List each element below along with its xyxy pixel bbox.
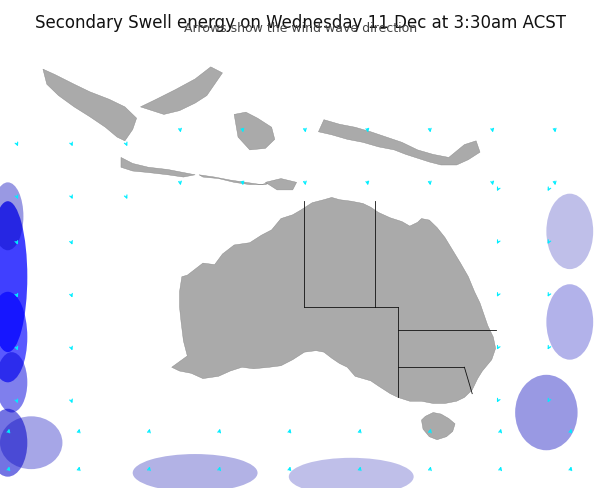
Polygon shape (121, 158, 195, 177)
Ellipse shape (0, 201, 27, 352)
Ellipse shape (133, 454, 258, 488)
Ellipse shape (0, 352, 27, 412)
Polygon shape (172, 198, 496, 404)
Ellipse shape (0, 292, 27, 382)
Ellipse shape (546, 194, 593, 269)
Ellipse shape (546, 284, 593, 360)
Text: Arrows show the wind wave direction: Arrows show the wind wave direction (184, 22, 417, 35)
Polygon shape (266, 179, 297, 190)
Ellipse shape (0, 409, 27, 477)
Polygon shape (421, 412, 455, 440)
Polygon shape (319, 120, 480, 165)
Text: Secondary Swell energy on Wednesday 11 Dec at 3:30am ACST: Secondary Swell energy on Wednesday 11 D… (35, 14, 566, 32)
Polygon shape (234, 112, 275, 150)
Polygon shape (199, 175, 277, 184)
Ellipse shape (515, 375, 578, 450)
Ellipse shape (289, 458, 413, 488)
Polygon shape (43, 69, 136, 141)
Ellipse shape (0, 416, 63, 469)
Polygon shape (141, 67, 222, 114)
Ellipse shape (0, 183, 23, 250)
